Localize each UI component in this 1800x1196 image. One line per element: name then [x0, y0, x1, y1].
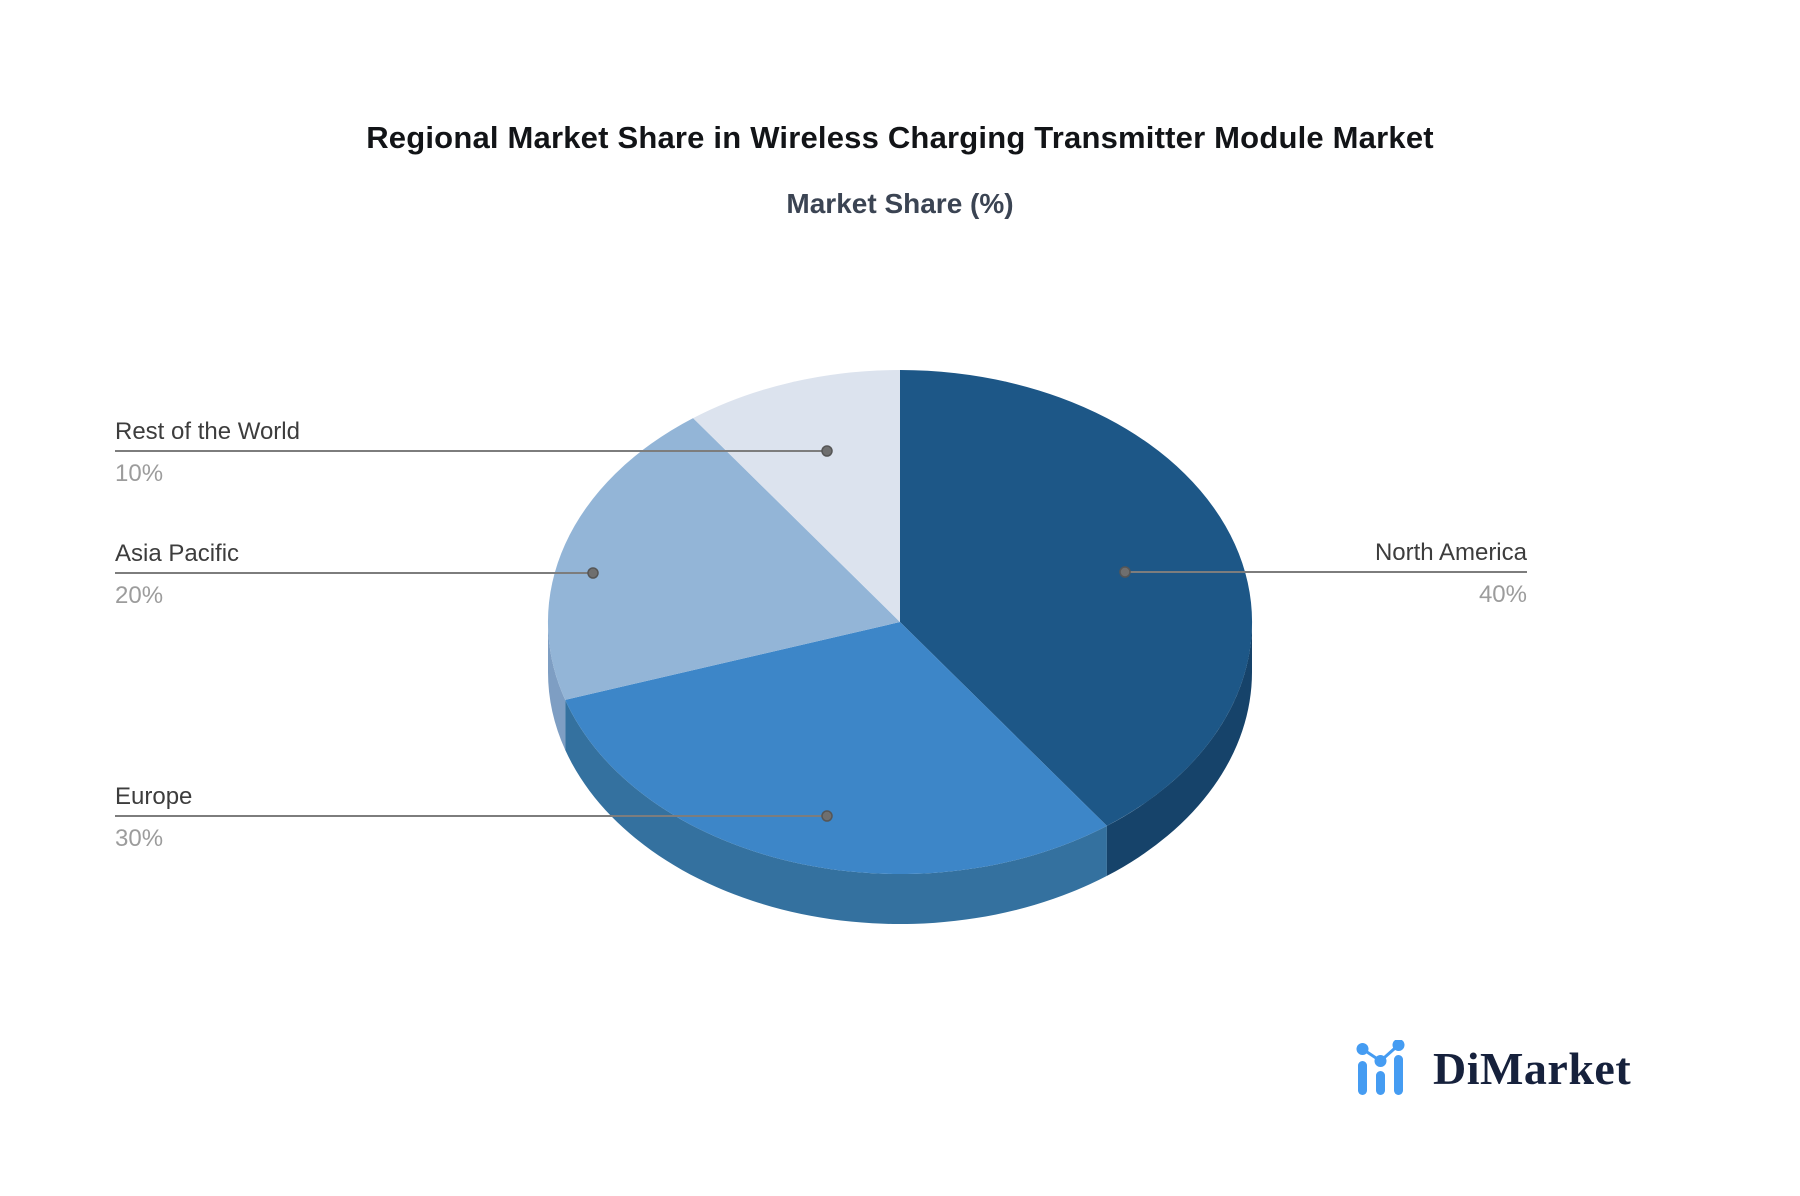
pie-side-asia-pacific — [548, 622, 566, 750]
chart-title: Regional Market Share in Wireless Chargi… — [366, 120, 1434, 155]
slice-value-rest-of-world: 10% — [115, 460, 164, 487]
brand-logo-text: DiMarket — [1433, 1043, 1632, 1094]
leader-dot-europe — [821, 810, 833, 822]
leader-dot-rest-of-world — [821, 445, 833, 457]
slice-value-north-america: 40% — [1478, 581, 1527, 608]
pie-slice-asia-pacific[interactable] — [547, 418, 900, 700]
pie-side-europe — [565, 699, 1107, 925]
slice-label-europe: Europe — [115, 783, 193, 810]
slice-label-north-america: North America — [1374, 539, 1527, 566]
leader-dot-asia-pacific — [587, 567, 599, 579]
slice-value-asia-pacific: 20% — [115, 582, 164, 609]
pie-slice-north-america[interactable] — [900, 370, 1253, 826]
slice-value-europe: 30% — [115, 825, 164, 852]
pie-side-north-america — [1106, 622, 1252, 876]
slice-label-rest-of-world: Rest of the World — [115, 418, 300, 445]
slice-label-asia-pacific: Asia Pacific — [115, 540, 240, 567]
bar-chart-logo-icon — [1356, 1040, 1405, 1095]
leader-dot-north-america — [1119, 566, 1131, 578]
pie-slice-rest-of-world[interactable] — [693, 370, 900, 622]
chart-subtitle: Market Share (%) — [786, 188, 1014, 219]
pie-slice-europe[interactable] — [565, 622, 1107, 875]
brand-logo: DiMarket — [1355, 1040, 1631, 1098]
